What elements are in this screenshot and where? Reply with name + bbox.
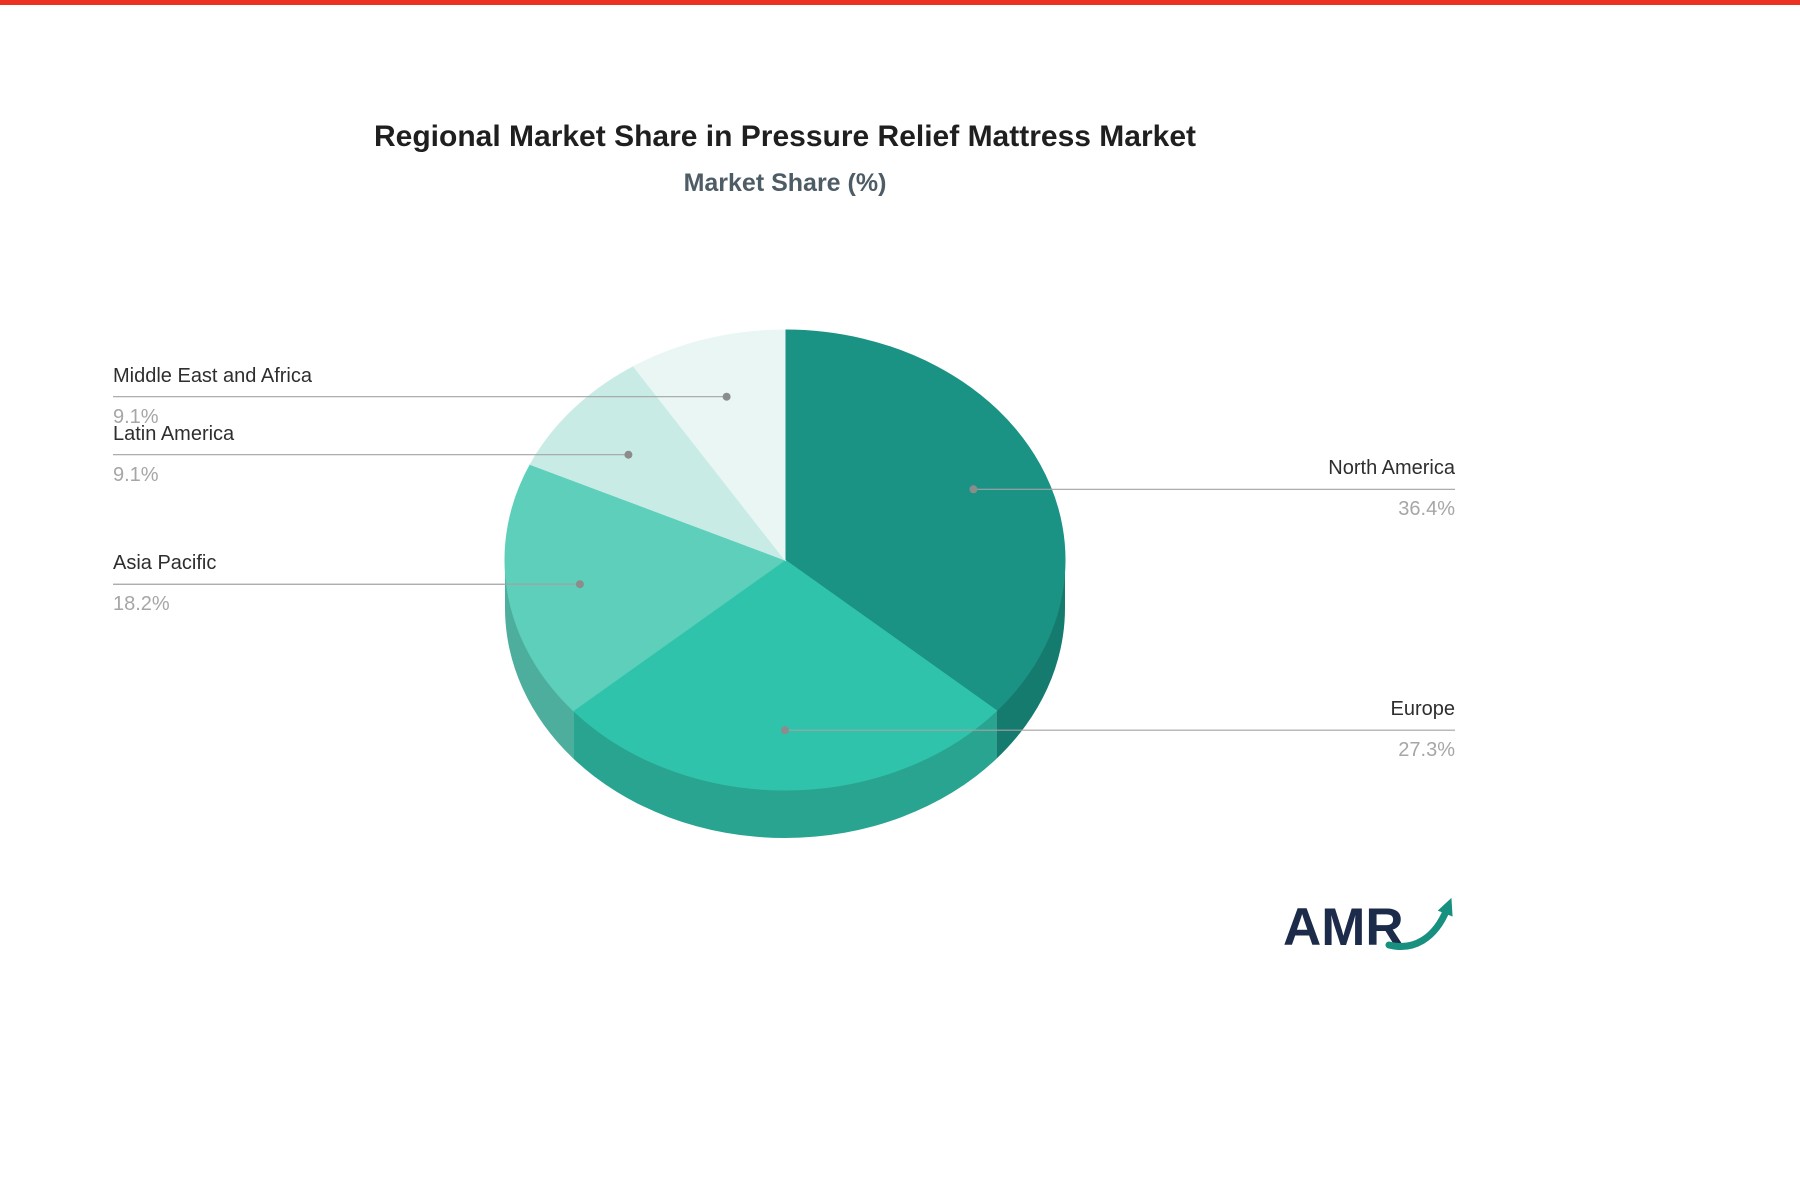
pie-walls [505,560,1065,838]
leader-dot-latin-america [624,450,633,459]
leader-dot-europe [781,726,789,735]
pie-slice-europe [572,559,998,791]
leader-dot-north-america [969,485,978,494]
chart-subtitle: Market Share (%) [683,169,887,197]
amr-logo-arrow-icon [1385,897,1453,950]
amr-logo-text: AMR [1283,898,1404,957]
pie-tops [504,329,1066,791]
leader-lines [113,392,1455,735]
leader-dot-asia-pacific [575,580,584,589]
pie-slice-asia-pacific [504,463,787,712]
amr-logo: AMR [1283,897,1468,967]
leader-dot-middle-east-and-africa [722,392,731,401]
pie-slice-side-europe [573,710,997,838]
pie-slice-middle-east-and-africa [632,329,786,562]
pie-slice-north-america [784,329,1066,712]
pie-slice-side-asia-pacific [505,560,574,759]
pie-slice-side-north-america [996,560,1065,759]
chart-title: Regional Market Share in Pressure Relief… [374,120,1196,153]
top-accent-bar [0,0,1800,5]
pie-slice-latin-america [529,365,787,562]
